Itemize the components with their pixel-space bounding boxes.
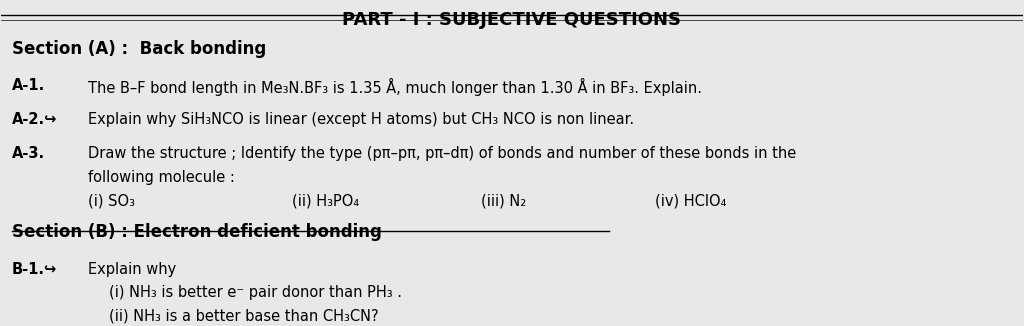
Text: A-2.↪: A-2.↪ xyxy=(11,112,57,127)
Text: The B–F bond length in Me₃N.BF₃ is 1.35 Å, much longer than 1.30 Å in BF₃. Expla: The B–F bond length in Me₃N.BF₃ is 1.35 … xyxy=(88,78,702,96)
Text: (ii) NH₃ is a better base than CH₃CN?: (ii) NH₃ is a better base than CH₃CN? xyxy=(109,309,378,324)
Text: (ii) H₃PO₄: (ii) H₃PO₄ xyxy=(293,193,359,208)
Text: A-1.: A-1. xyxy=(11,78,45,93)
Text: (i) NH₃ is better e⁻ pair donor than PH₃ .: (i) NH₃ is better e⁻ pair donor than PH₃… xyxy=(109,285,401,300)
Text: (i) SO₃: (i) SO₃ xyxy=(88,193,135,208)
Text: Explain why SiH₃NCO is linear (except H atoms) but CH₃ NCO is non linear.: Explain why SiH₃NCO is linear (except H … xyxy=(88,112,634,127)
Text: B-1.↪: B-1.↪ xyxy=(11,262,57,277)
Text: following molecule :: following molecule : xyxy=(88,170,236,185)
Text: PART - I : SUBJECTIVE QUESTIONS: PART - I : SUBJECTIVE QUESTIONS xyxy=(342,11,682,29)
Text: A-3.: A-3. xyxy=(11,146,45,161)
Text: (iii) N₂: (iii) N₂ xyxy=(481,193,526,208)
Text: Section (B) : Electron deficient bonding: Section (B) : Electron deficient bonding xyxy=(11,223,382,241)
Text: Explain why: Explain why xyxy=(88,262,176,277)
Text: (iv) HClO₄: (iv) HClO₄ xyxy=(655,193,726,208)
Text: Section (A) :  Back bonding: Section (A) : Back bonding xyxy=(11,40,266,58)
Text: Draw the structure ; Identify the type (pπ–pπ, pπ–dπ) of bonds and number of the: Draw the structure ; Identify the type (… xyxy=(88,146,797,161)
